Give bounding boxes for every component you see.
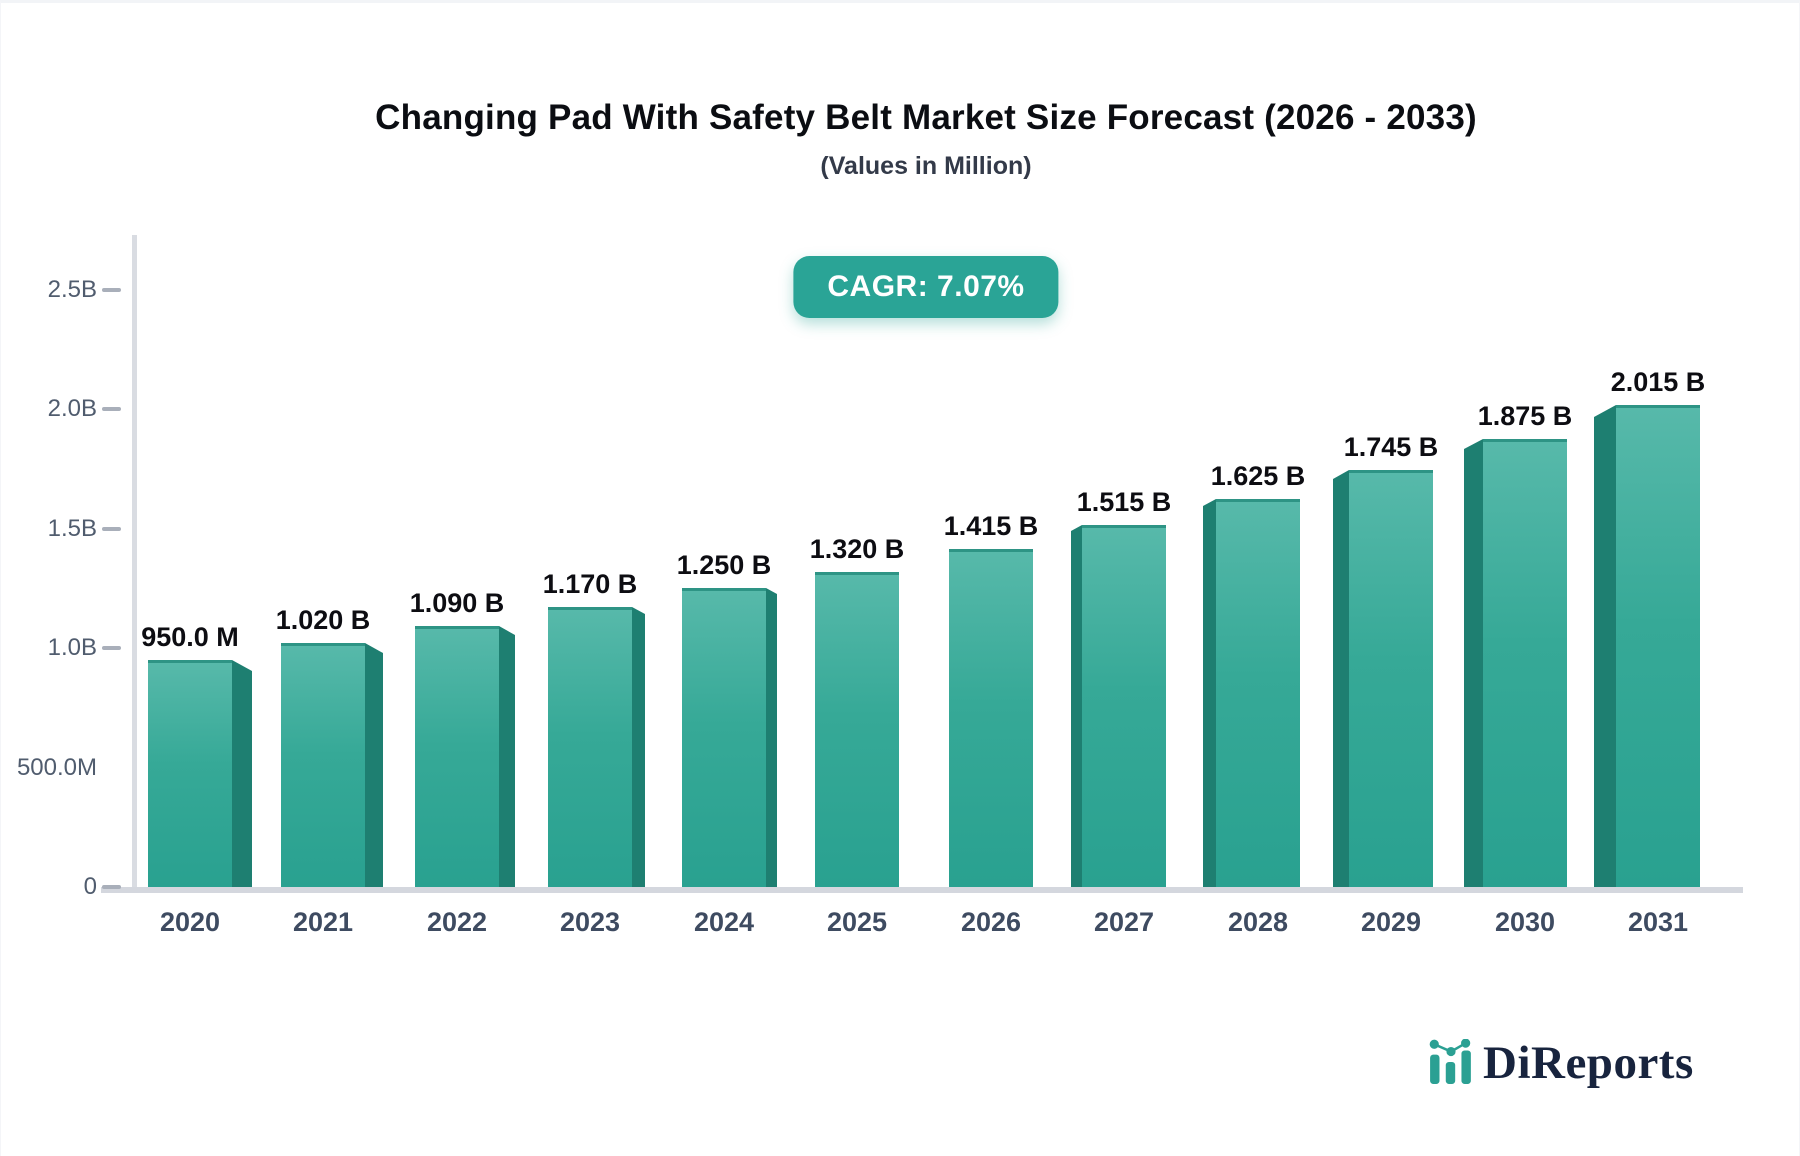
y-axis-tick-dash <box>102 287 121 292</box>
x-axis-label-2030: 2030 <box>1494 907 1556 937</box>
x-axis-label-2020: 2020 <box>159 907 221 937</box>
bar-2020 <box>148 660 232 887</box>
y-axis-tick-dash <box>102 885 121 889</box>
chart-title: Changing Pad With Safety Belt Market Siz… <box>375 98 1477 137</box>
bar-value-label: 1.745 B <box>1343 432 1439 462</box>
y-axis-tick-dash <box>102 526 121 531</box>
bar-side-face <box>766 588 777 887</box>
cagr-badge: CAGR: 7.07% <box>793 256 1059 318</box>
x-axis-label-2029: 2029 <box>1360 907 1422 937</box>
bar-value-label: 2.015 B <box>1610 367 1706 397</box>
bar-2026 <box>949 549 1033 887</box>
x-axis-label-2021: 2021 <box>292 907 354 937</box>
logo-text: DiReports <box>1483 1037 1694 1089</box>
bar-side-face <box>365 643 383 887</box>
bar-value-label: 1.415 B <box>943 511 1039 541</box>
y-axis-tick-label: 2.5B <box>47 275 97 303</box>
bar-2031 <box>1616 405 1700 887</box>
bar-value-label: 1.625 B <box>1210 461 1306 491</box>
bar-value-label: 1.875 B <box>1477 401 1573 431</box>
bar-value-label: 1.090 B <box>409 588 505 618</box>
chart-subtitle: (Values in Million) <box>820 152 1032 180</box>
x-axis-label-2025: 2025 <box>826 907 888 937</box>
bar-side-face <box>232 660 252 887</box>
bar-side-face <box>1594 405 1616 887</box>
x-axis-label-2026: 2026 <box>960 907 1022 937</box>
x-axis-label-2022: 2022 <box>426 907 488 937</box>
bar-side-face <box>1464 439 1483 887</box>
y-axis-tick-dash <box>102 407 121 411</box>
bar-2025 <box>815 572 899 887</box>
bar-value-label: 1.170 B <box>542 569 638 599</box>
bar-side-face <box>632 607 645 887</box>
bar-side-face <box>1333 470 1349 887</box>
bar-value-label: 950.0 M <box>141 622 239 652</box>
x-axis-label-2028: 2028 <box>1227 907 1289 937</box>
bar-2028 <box>1216 499 1300 887</box>
y-axis-tick-label: 0 <box>83 873 97 900</box>
y-axis-line <box>132 235 137 887</box>
bar-2027 <box>1082 525 1166 887</box>
y-axis-tick-label: 500.0M <box>16 753 97 781</box>
y-axis-tick-label: 1.5B <box>47 514 97 542</box>
bar-side-face <box>1071 525 1082 887</box>
bar-2023 <box>548 607 632 887</box>
x-axis-label-2027: 2027 <box>1093 907 1155 937</box>
y-axis-tick-label: 1.0B <box>47 634 97 661</box>
bar-line-chart-icon <box>1429 1039 1471 1084</box>
bar-value-label: 1.020 B <box>275 605 371 635</box>
bar-side-face <box>1203 499 1216 887</box>
bar-value-label: 1.250 B <box>676 550 772 580</box>
x-axis-label-2024: 2024 <box>693 907 755 937</box>
bar-2021 <box>281 643 365 887</box>
bar-2030 <box>1483 439 1567 887</box>
x-axis-label-2031: 2031 <box>1627 907 1689 937</box>
direports-logo: DiReports <box>1428 1039 1694 1087</box>
x-axis-line <box>101 887 1743 893</box>
y-axis-tick-dash <box>102 646 121 650</box>
bar-2022 <box>415 626 499 887</box>
x-axis-label-2023: 2023 <box>559 907 621 937</box>
y-axis-tick-label: 2.0B <box>47 395 97 422</box>
bar-2029 <box>1349 470 1433 887</box>
bar-side-face <box>499 626 515 887</box>
bar-value-label: 1.515 B <box>1076 487 1172 517</box>
bar-value-label: 1.320 B <box>809 534 905 564</box>
bar-2024 <box>682 588 766 887</box>
